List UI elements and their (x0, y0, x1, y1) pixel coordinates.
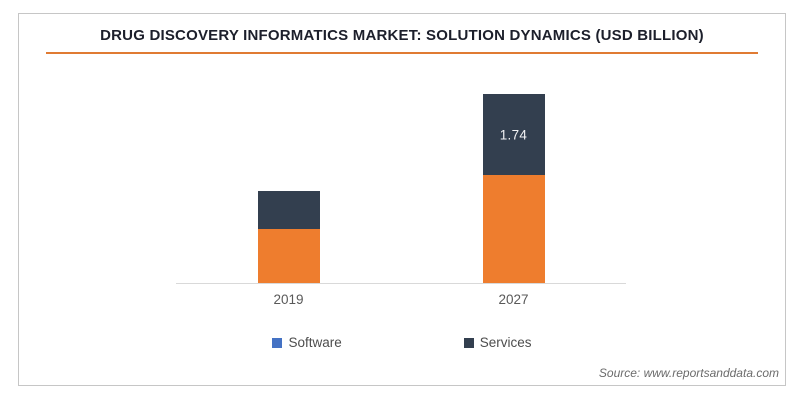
chart-title: DRUG DISCOVERY INFORMATICS MARKET: SOLUT… (100, 27, 704, 44)
plot-area: 1.74 (176, 14, 626, 284)
legend-item-services: Services (463, 335, 532, 350)
x-tick-2019: 2019 (273, 292, 304, 307)
bar-segment-software-2027 (482, 175, 545, 283)
bar-segment-services-2027: 1.74 (482, 94, 545, 175)
bar-segment-software-2019 (257, 229, 320, 283)
bar-value-label-services-2027: 1.74 (499, 127, 528, 142)
bar-stack-2027: 1.74 (482, 94, 545, 283)
legend-label-software: Software (288, 335, 342, 350)
legend-swatch-services-icon (463, 337, 474, 348)
legend-label-services: Services (479, 335, 532, 350)
bar-segment-services-2019 (257, 191, 320, 229)
legend-swatch-software-icon (272, 337, 283, 348)
x-tick-2027: 2027 (498, 292, 529, 307)
title-underline (46, 52, 758, 54)
legend-item-software: Software (272, 335, 342, 350)
bar-stack-2019 (257, 191, 320, 283)
source-note: Source: www.reportsanddata.com (598, 366, 779, 380)
legend: Software Services (19, 335, 785, 350)
chart-card: DRUG DISCOVERY INFORMATICS MARKET: SOLUT… (18, 13, 786, 386)
